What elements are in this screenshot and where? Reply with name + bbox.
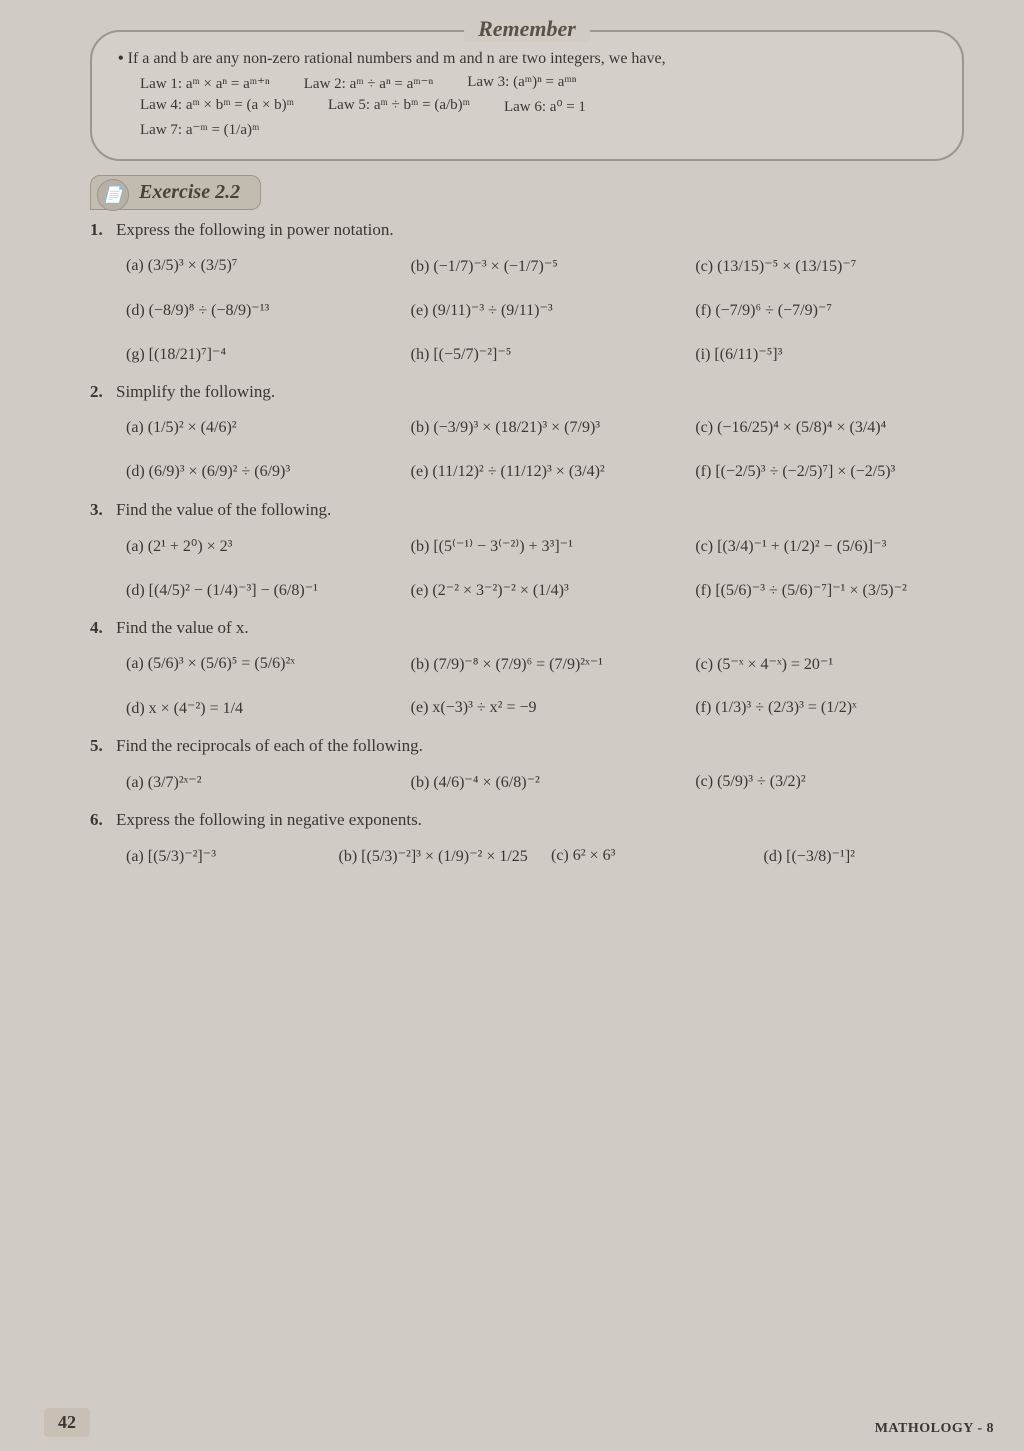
laws-row-3: Law 7: a⁻ᵐ = (1/a)ᵐ (118, 120, 936, 139)
remember-box: Remember If a and b are any non-zero rat… (90, 30, 964, 161)
question-part: (b) (−3/9)³ × (18/21)³ × (7/9)³ (411, 408, 680, 448)
question-part: (d) (−8/9)⁸ ÷ (−8/9)⁻¹³ (126, 290, 395, 330)
question-part: (a) (5/6)³ × (5/6)⁵ = (5/6)²ˣ (126, 644, 395, 684)
law-1: Law 1: aᵐ × aⁿ = aᵐ⁺ⁿ (140, 74, 270, 93)
question-list: 1.Express the following in power notatio… (90, 220, 964, 876)
question-1: 1.Express the following in power notatio… (90, 220, 964, 374)
question-parts: (a) (1/5)² × (4/6)² (b) (−3/9)³ × (18/21)… (90, 408, 964, 492)
question-part: (b) [(5⁽⁻¹⁾ − 3⁽⁻²⁾) + 3³]⁻¹ (411, 526, 680, 566)
question-part: (e) (2⁻² × 3⁻²)⁻² × (1/4)³ (411, 570, 680, 610)
question-parts: (a) (3/5)³ × (3/5)⁷ (b) (−1/7)⁻³ × (−1/7)… (90, 246, 964, 374)
question-part: (b) (4/6)⁻⁴ × (6/8)⁻² (411, 762, 680, 802)
question-parts: (a) (2¹ + 2⁰) × 2³ (b) [(5⁽⁻¹⁾ − 3⁽⁻²⁾) +… (90, 526, 964, 610)
question-part: (a) (2¹ + 2⁰) × 2³ (126, 526, 395, 566)
question-number: 1. (90, 220, 116, 240)
question-part: (f) [(5/6)⁻³ ÷ (5/6)⁻⁷]⁻¹ × (3/5)⁻² (695, 570, 964, 610)
question-text: Find the reciprocals of each of the foll… (116, 736, 423, 755)
question-part: (d) [(4/5)² − (1/4)⁻³] − (6/8)⁻¹ (126, 570, 395, 610)
question-part: (c) (−16/25)⁴ × (5/8)⁴ × (3/4)⁴ (695, 408, 964, 448)
question-part: (f) [(−2/5)³ ÷ (−2/5)⁷] × (−2/5)³ (695, 452, 964, 492)
law-2: Law 2: aᵐ ÷ aⁿ = aᵐ⁻ⁿ (304, 74, 434, 93)
remember-intro: If a and b are any non-zero rational num… (118, 50, 936, 68)
question-part: (c) 6² × 6³ (551, 836, 752, 876)
exercise-header: 📄 Exercise 2.2 (90, 175, 261, 210)
question-part: (g) [(18/21)⁷]⁻⁴ (126, 334, 395, 374)
question-part: (b) (7/9)⁻⁸ × (7/9)⁶ = (7/9)²ˣ⁻¹ (411, 644, 680, 684)
law-7: Law 7: a⁻ᵐ = (1/a)ᵐ (140, 120, 259, 139)
question-number: 4. (90, 618, 116, 638)
question-part: (d) x × (4⁻²) = 1/4 (126, 688, 395, 728)
question-5: 5.Find the reciprocals of each of the fo… (90, 736, 964, 802)
page-number: 42 (44, 1408, 90, 1437)
question-part: (c) [(3/4)⁻¹ + (1/2)² − (5/6)]⁻³ (695, 526, 964, 566)
question-part: (e) (9/11)⁻³ ÷ (9/11)⁻³ (411, 290, 680, 330)
question-part: (c) (5/9)³ ÷ (3/2)² (695, 762, 964, 802)
question-part: (e) (11/12)² ÷ (11/12)³ × (3/4)² (411, 452, 680, 492)
remember-title: Remember (464, 16, 590, 42)
laws-row-2: Law 4: aᵐ × bᵐ = (a × b)ᵐ Law 5: aᵐ ÷ bᵐ… (118, 97, 936, 116)
question-text: Simplify the following. (116, 382, 275, 401)
question-parts: (a) (5/6)³ × (5/6)⁵ = (5/6)²ˣ (b) (7/9)⁻⁸… (90, 644, 964, 728)
question-part: (a) (1/5)² × (4/6)² (126, 408, 395, 448)
question-part: (e) x(−3)³ ÷ x² = −9 (411, 688, 680, 728)
question-text: Find the value of the following. (116, 500, 331, 519)
question-2: 2.Simplify the following. (a) (1/5)² × (4… (90, 382, 964, 492)
question-6: 6.Express the following in negative expo… (90, 810, 964, 876)
question-part: (a) (3/5)³ × (3/5)⁷ (126, 246, 395, 286)
question-number: 6. (90, 810, 116, 830)
question-parts: (a) [(5/3)⁻²]⁻³ (b) [(5/3)⁻²]³ × (1/9)⁻² … (90, 836, 964, 876)
footer-brand: MATHOLOGY - 8 (875, 1421, 994, 1437)
question-part: (d) (6/9)³ × (6/9)² ÷ (6/9)³ (126, 452, 395, 492)
laws-row-1: Law 1: aᵐ × aⁿ = aᵐ⁺ⁿ Law 2: aᵐ ÷ aⁿ = a… (118, 74, 936, 93)
question-number: 5. (90, 736, 116, 756)
question-number: 2. (90, 382, 116, 402)
law-6: Law 6: a⁰ = 1 (504, 97, 586, 116)
question-part: (b) (−1/7)⁻³ × (−1/7)⁻⁵ (411, 246, 680, 286)
question-number: 3. (90, 500, 116, 520)
law-4: Law 4: aᵐ × bᵐ = (a × b)ᵐ (140, 97, 294, 116)
question-part: (c) (5⁻ˣ × 4⁻ˣ) = 20⁻¹ (695, 644, 964, 684)
question-part: (d) [(−3/8)⁻¹]² (764, 836, 965, 876)
question-part: (h) [(−5/7)⁻²]⁻⁵ (411, 334, 680, 374)
question-part: (i) [(6/11)⁻⁵]³ (695, 334, 964, 374)
law-3: Law 3: (aᵐ)ⁿ = aᵐⁿ (467, 74, 576, 93)
law-5: Law 5: aᵐ ÷ bᵐ = (a/b)ᵐ (328, 97, 470, 116)
question-part: (f) (−7/9)⁶ ÷ (−7/9)⁻⁷ (695, 290, 964, 330)
question-part: (c) (13/15)⁻⁵ × (13/15)⁻⁷ (695, 246, 964, 286)
question-part: (a) (3/7)²ˣ⁻² (126, 762, 395, 802)
question-4: 4.Find the value of x. (a) (5/6)³ × (5/6)… (90, 618, 964, 728)
exercise-label: Exercise 2.2 (139, 181, 240, 203)
notes-icon: 📄 (97, 179, 129, 211)
question-text: Express the following in negative expone… (116, 810, 422, 829)
question-text: Express the following in power notation. (116, 220, 394, 239)
question-part: (f) (1/3)³ ÷ (2/3)³ = (1/2)ˣ (695, 688, 964, 728)
question-parts: (a) (3/7)²ˣ⁻² (b) (4/6)⁻⁴ × (6/8)⁻² (c) (5… (90, 762, 964, 802)
question-text: Find the value of x. (116, 618, 249, 637)
question-part: (a) [(5/3)⁻²]⁻³ (126, 836, 327, 876)
question-3: 3.Find the value of the following. (a) (2… (90, 500, 964, 610)
question-part: (b) [(5/3)⁻²]³ × (1/9)⁻² × 1/25 (339, 836, 540, 876)
